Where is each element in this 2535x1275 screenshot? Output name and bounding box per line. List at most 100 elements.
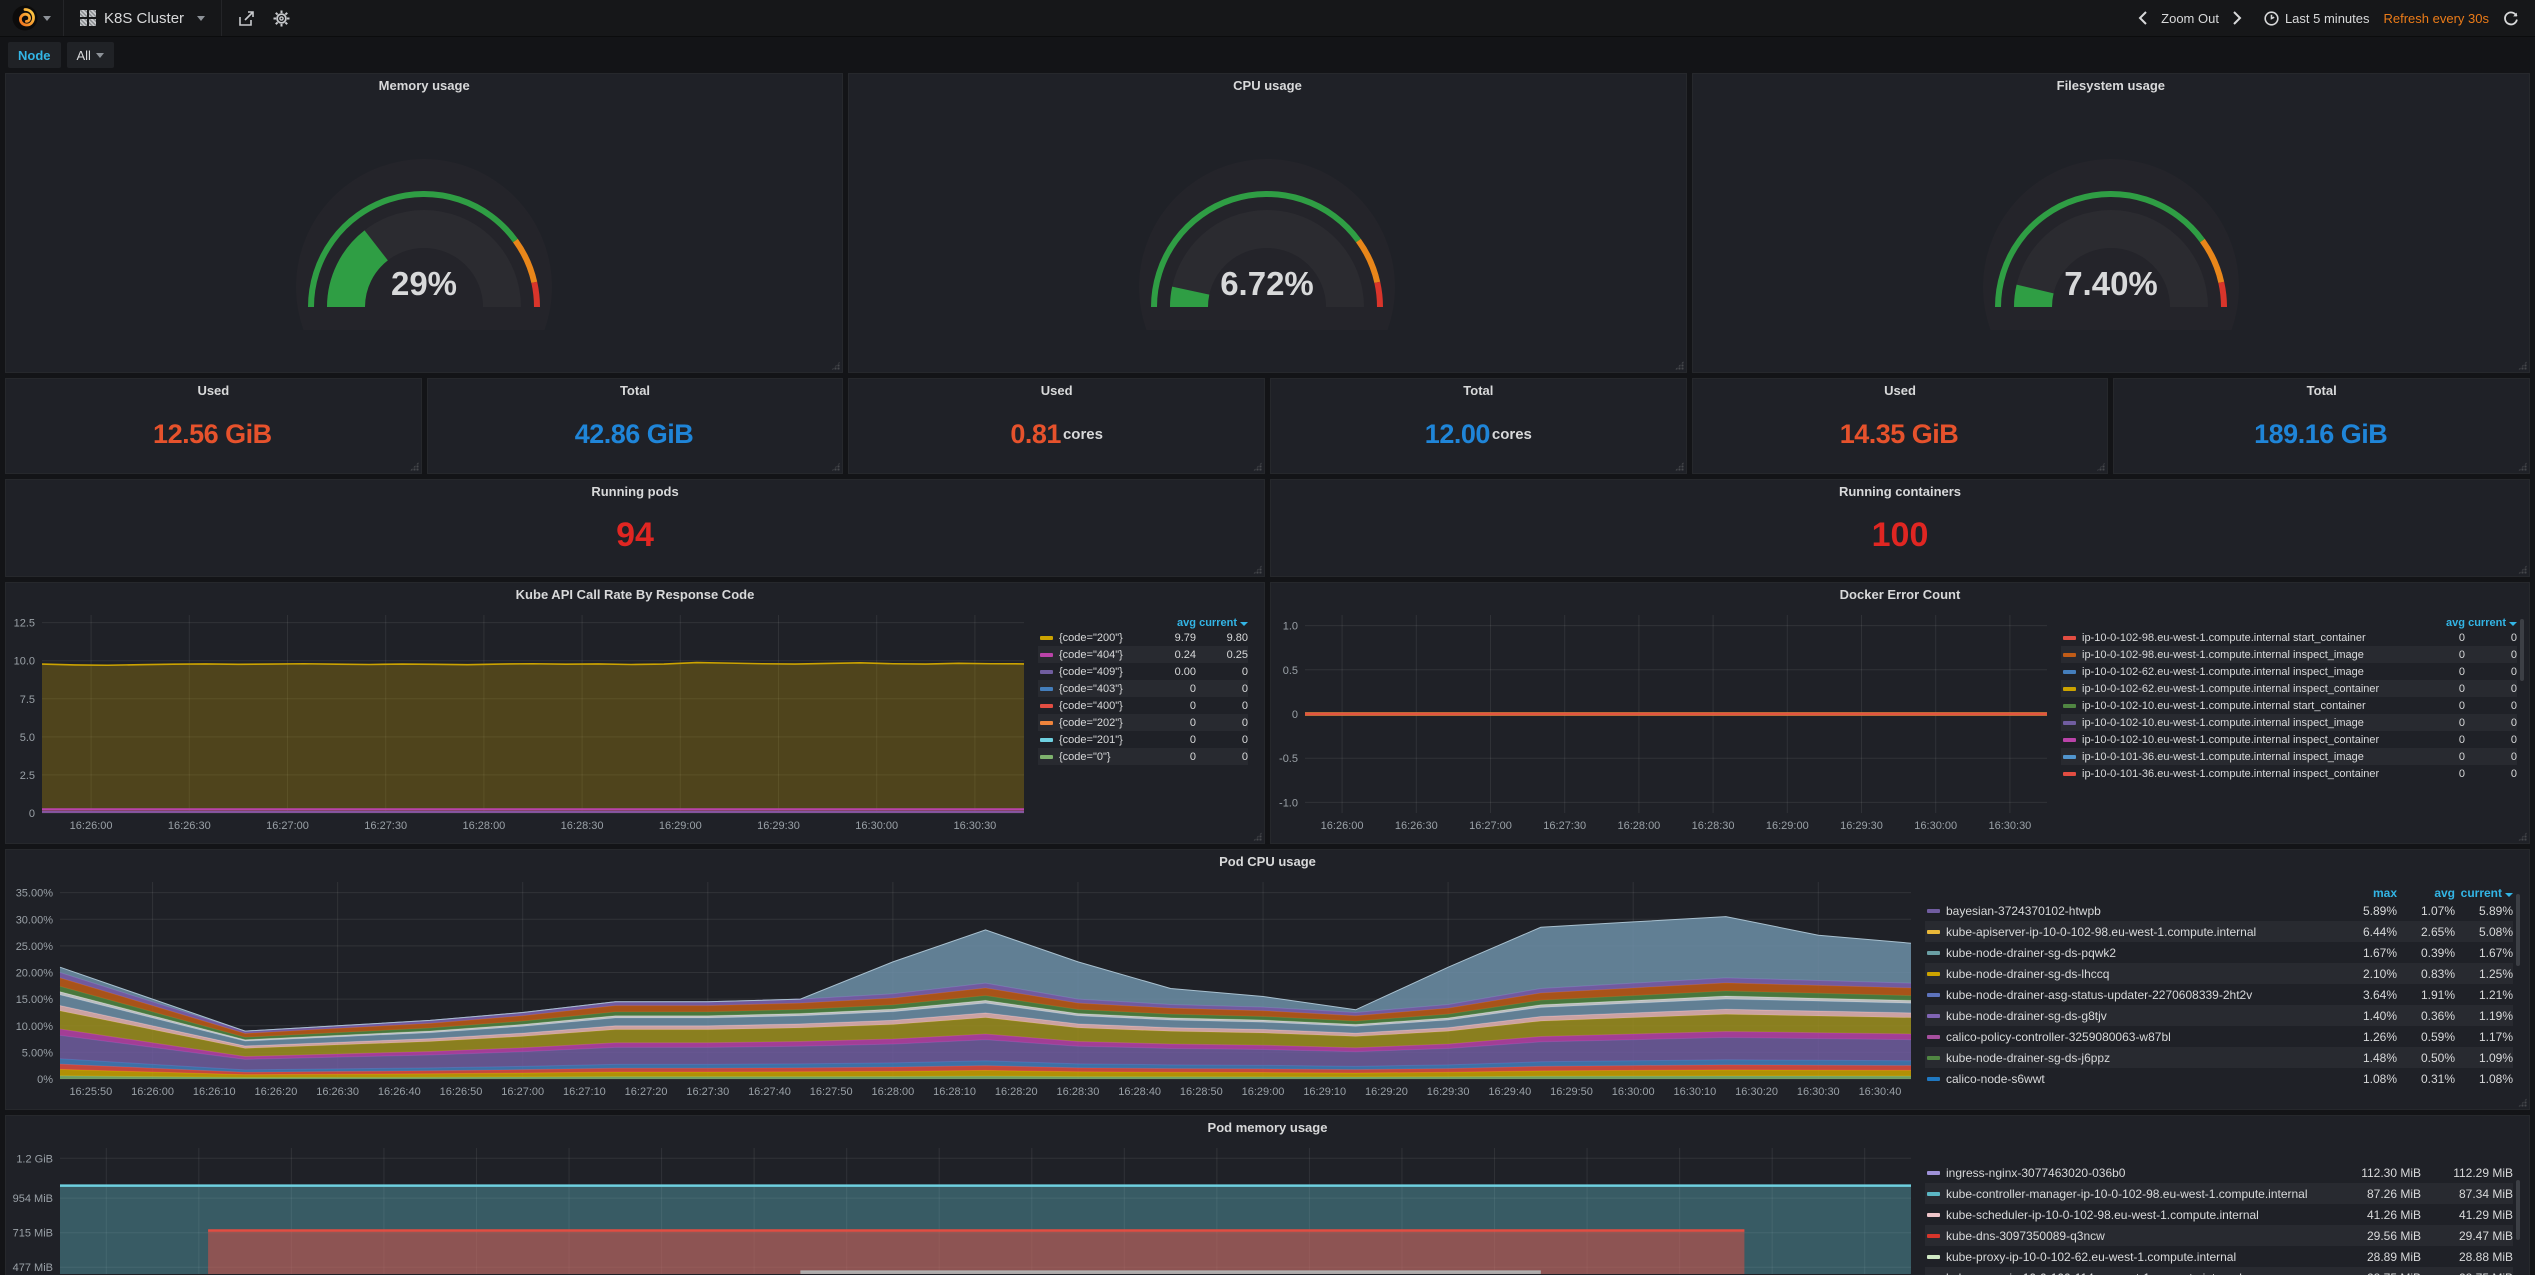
time-forward-chevron-icon[interactable] bbox=[2233, 11, 2242, 25]
legend-row[interactable]: {code="403"} 0 0 bbox=[1038, 680, 1248, 697]
legend-row[interactable]: kube-proxy-ip-10-0-102-62.eu-west-1.comp… bbox=[1925, 1246, 2513, 1267]
legend-row[interactable]: kube-apiserver-ip-10-0-102-98.eu-west-1.… bbox=[1925, 921, 2513, 942]
legend-row[interactable]: ip-10-0-102-62.eu-west-1.compute.interna… bbox=[2061, 680, 2517, 697]
legend-row[interactable]: kube-node-drainer-asg-status-updater-227… bbox=[1925, 984, 2513, 1005]
legend-sort-column[interactable]: current bbox=[1196, 617, 1248, 629]
panel-title[interactable]: Memory usage bbox=[378, 78, 470, 93]
pod-memory-chart[interactable]: 1.2 GiB 954 MiB 715 MiB 477 MiB bbox=[6, 1140, 1921, 1275]
legend-row[interactable]: {code="409"} 0.00 0 bbox=[1038, 663, 1248, 680]
refresh-interval-button[interactable]: Refresh every 30s bbox=[2383, 10, 2490, 26]
variable-name-chip[interactable]: Node bbox=[8, 42, 61, 68]
series-value: 1.17% bbox=[2478, 1029, 2513, 1044]
legend-row[interactable]: {code="0"} 0 0 bbox=[1038, 748, 1248, 765]
svg-text:1.2 GiB: 1.2 GiB bbox=[16, 1153, 53, 1165]
memory-usage-gauge[interactable]: 29% bbox=[274, 135, 574, 330]
legend-sort-column[interactable]: avg bbox=[2434, 886, 2455, 900]
panel-title[interactable]: Running pods bbox=[591, 484, 679, 499]
refresh-icon[interactable] bbox=[2503, 10, 2519, 26]
series-value: 41.26 MiB bbox=[2366, 1207, 2421, 1222]
panel-title[interactable]: CPU usage bbox=[1233, 78, 1302, 93]
cpu-usage-gauge[interactable]: 6.72% bbox=[1117, 135, 1417, 330]
filesystem-usage-gauge[interactable]: 7.40% bbox=[1961, 135, 2261, 330]
pod-cpu-chart[interactable]: 35.00% 30.00% 25.00% 20.00% 15.00% 10.00% 5.00… bbox=[6, 874, 1921, 1103]
svg-text:16:26:30: 16:26:30 bbox=[1395, 820, 1438, 832]
legend-row[interactable]: calico-policy-controller-3259080063-w87b… bbox=[1925, 1026, 2513, 1047]
panel-title[interactable]: Total bbox=[1463, 383, 1494, 398]
panel-title[interactable]: Docker Error Count bbox=[1839, 587, 1961, 602]
legend-row[interactable]: kube-proxy-ip-10-0-100-114.eu-west-1.com… bbox=[1925, 1267, 2513, 1275]
panel-title[interactable]: Used bbox=[197, 383, 230, 398]
panel-title[interactable]: Used bbox=[1884, 383, 1916, 398]
legend-header: avg current bbox=[1038, 617, 1248, 629]
legend-scrollbar[interactable] bbox=[2516, 1180, 2520, 1240]
legend-sort-column[interactable]: current bbox=[2465, 617, 2517, 629]
legend-sort-column[interactable]: current bbox=[2455, 886, 2513, 900]
legend-scrollbar[interactable] bbox=[2520, 619, 2524, 681]
zoom-out-button[interactable]: Zoom Out bbox=[2161, 10, 2219, 26]
dashboard-picker[interactable]: K8S Cluster bbox=[64, 0, 223, 36]
series-color-swatch bbox=[1040, 754, 1053, 759]
series-color-swatch bbox=[2063, 720, 2076, 725]
panel-title[interactable]: Total bbox=[2306, 383, 2337, 398]
legend-row[interactable]: kube-scheduler-ip-10-0-102-98.eu-west-1.… bbox=[1925, 1204, 2513, 1225]
grafana-logo-menu[interactable] bbox=[0, 0, 64, 36]
series-color-swatch bbox=[1927, 1013, 1940, 1018]
panel-cpu-used: Used 0.81 cores bbox=[848, 378, 1266, 474]
legend-row[interactable]: ip-10-0-101-36.eu-west-1.compute.interna… bbox=[2061, 748, 2517, 765]
panel-title[interactable]: Pod CPU usage bbox=[1219, 854, 1316, 869]
series-label: kube-node-drainer-sg-ds-lhccq bbox=[1946, 966, 2110, 981]
legend-row[interactable]: kube-node-drainer-sg-ds-j6ppz 1.48% 0.50% 1… bbox=[1925, 1047, 2513, 1068]
legend-row[interactable]: {code="202"} 0 0 bbox=[1038, 714, 1248, 731]
legend-row[interactable]: {code="400"} 0 0 bbox=[1038, 697, 1248, 714]
legend-row[interactable]: bayesian-3724370102-htwpb 5.89% 1.07% 5.89% bbox=[1925, 900, 2513, 921]
legend-row[interactable]: kube-dns-3097350089-q3ncw 29.56 MiB 29.47 … bbox=[1925, 1225, 2513, 1246]
panel-title[interactable]: Filesystem usage bbox=[2056, 78, 2166, 93]
docker-error-chart[interactable]: 1.0 0.5 0 -0.5 -1.0 16:26:00 16:26:30 16:27:00 1… bbox=[1271, 607, 2057, 837]
legend-row[interactable]: ip-10-0-102-98.eu-west-1.compute.interna… bbox=[2061, 646, 2517, 663]
time-range-picker[interactable]: Last 5 minutes bbox=[2264, 11, 2370, 26]
legend-sort-column[interactable]: avg bbox=[2446, 617, 2465, 629]
stat-value: 42.86 GiB bbox=[574, 418, 694, 449]
time-back-chevron-icon[interactable] bbox=[2138, 11, 2147, 25]
legend-row[interactable]: ip-10-0-102-10.eu-west-1.compute.interna… bbox=[2061, 731, 2517, 748]
stat-value: 100 bbox=[1871, 515, 1929, 554]
legend-row[interactable]: kube-controller-manager-ip-10-0-102-98.e… bbox=[1925, 1183, 2513, 1204]
series-label: kube-dns-3097350089-q3ncw bbox=[1946, 1228, 2105, 1243]
panel-title[interactable]: Used bbox=[1040, 383, 1073, 398]
legend-row[interactable]: ingress-nginx-3077463020-036b0 112.30 MiB… bbox=[1925, 1162, 2513, 1183]
panel-title[interactable]: Running containers bbox=[1838, 484, 1962, 499]
legend-row[interactable]: ip-10-0-102-98.eu-west-1.compute.interna… bbox=[2061, 629, 2517, 646]
legend-row[interactable]: {code="201"} 0 0 bbox=[1038, 731, 1248, 748]
legend-row[interactable]: {code="404"} 0.24 0.25 bbox=[1038, 646, 1248, 663]
legend-sort-column[interactable]: avg bbox=[1177, 617, 1196, 629]
gear-icon[interactable] bbox=[273, 10, 290, 27]
series-value: 1.67% bbox=[2362, 945, 2397, 960]
legend-row[interactable]: ip-10-0-102-10.eu-west-1.compute.interna… bbox=[2061, 714, 2517, 731]
panel-title[interactable]: Pod memory usage bbox=[1207, 1120, 1328, 1135]
series-color-swatch bbox=[1927, 992, 1940, 997]
series-value: 0 bbox=[1241, 699, 1248, 712]
series-value: 41.29 MiB bbox=[2458, 1207, 2513, 1222]
dashboard-caret-icon bbox=[197, 15, 206, 21]
panel-title[interactable]: Kube API Call Rate By Response Code bbox=[515, 587, 755, 602]
legend-row[interactable]: kube-node-drainer-sg-ds-g8tjv 1.40% 0.36% 1… bbox=[1925, 1005, 2513, 1026]
share-icon[interactable] bbox=[238, 10, 255, 27]
legend-row[interactable]: kube-node-drainer-sg-ds-pqwk2 1.67% 0.39% 1… bbox=[1925, 942, 2513, 963]
legend-row[interactable]: calico-node-s6wwt 1.08% 0.31% 1.08% bbox=[1925, 1068, 2513, 1089]
svg-text:16:27:30: 16:27:30 bbox=[1543, 820, 1586, 832]
legend-row[interactable]: kube-node-drainer-sg-ds-lhccq 2.10% 0.83% 1… bbox=[1925, 963, 2513, 984]
svg-text:15.00%: 15.00% bbox=[16, 994, 54, 1006]
variable-value-dropdown[interactable]: All bbox=[66, 42, 114, 68]
legend-scrollbar[interactable] bbox=[2516, 894, 2520, 966]
series-color-swatch bbox=[2063, 703, 2076, 708]
legend-row[interactable]: ip-10-0-101-36.eu-west-1.compute.interna… bbox=[2061, 765, 2517, 782]
panel-title[interactable]: Total bbox=[619, 383, 651, 398]
series-label: ip-10-0-102-62.eu-west-1.compute.interna… bbox=[2082, 682, 2380, 695]
legend-row[interactable]: {code="200"} 9.79 9.80 bbox=[1038, 629, 1248, 646]
pod-memory-legend: ingress-nginx-3077463020-036b0 112.30 MiB… bbox=[1921, 1140, 2521, 1275]
panel-memory-total: Total 42.86 GiB bbox=[426, 378, 844, 474]
legend-row[interactable]: ip-10-0-102-10.eu-west-1.compute.interna… bbox=[2061, 697, 2517, 714]
legend-sort-column[interactable]: max bbox=[2372, 886, 2397, 900]
legend-row[interactable]: ip-10-0-102-62.eu-west-1.compute.interna… bbox=[2061, 663, 2517, 680]
kube-api-chart[interactable]: 12.5 10.0 7.5 5.0 2.5 0 16:26:00 16:26:30 16:27:… bbox=[6, 607, 1034, 837]
